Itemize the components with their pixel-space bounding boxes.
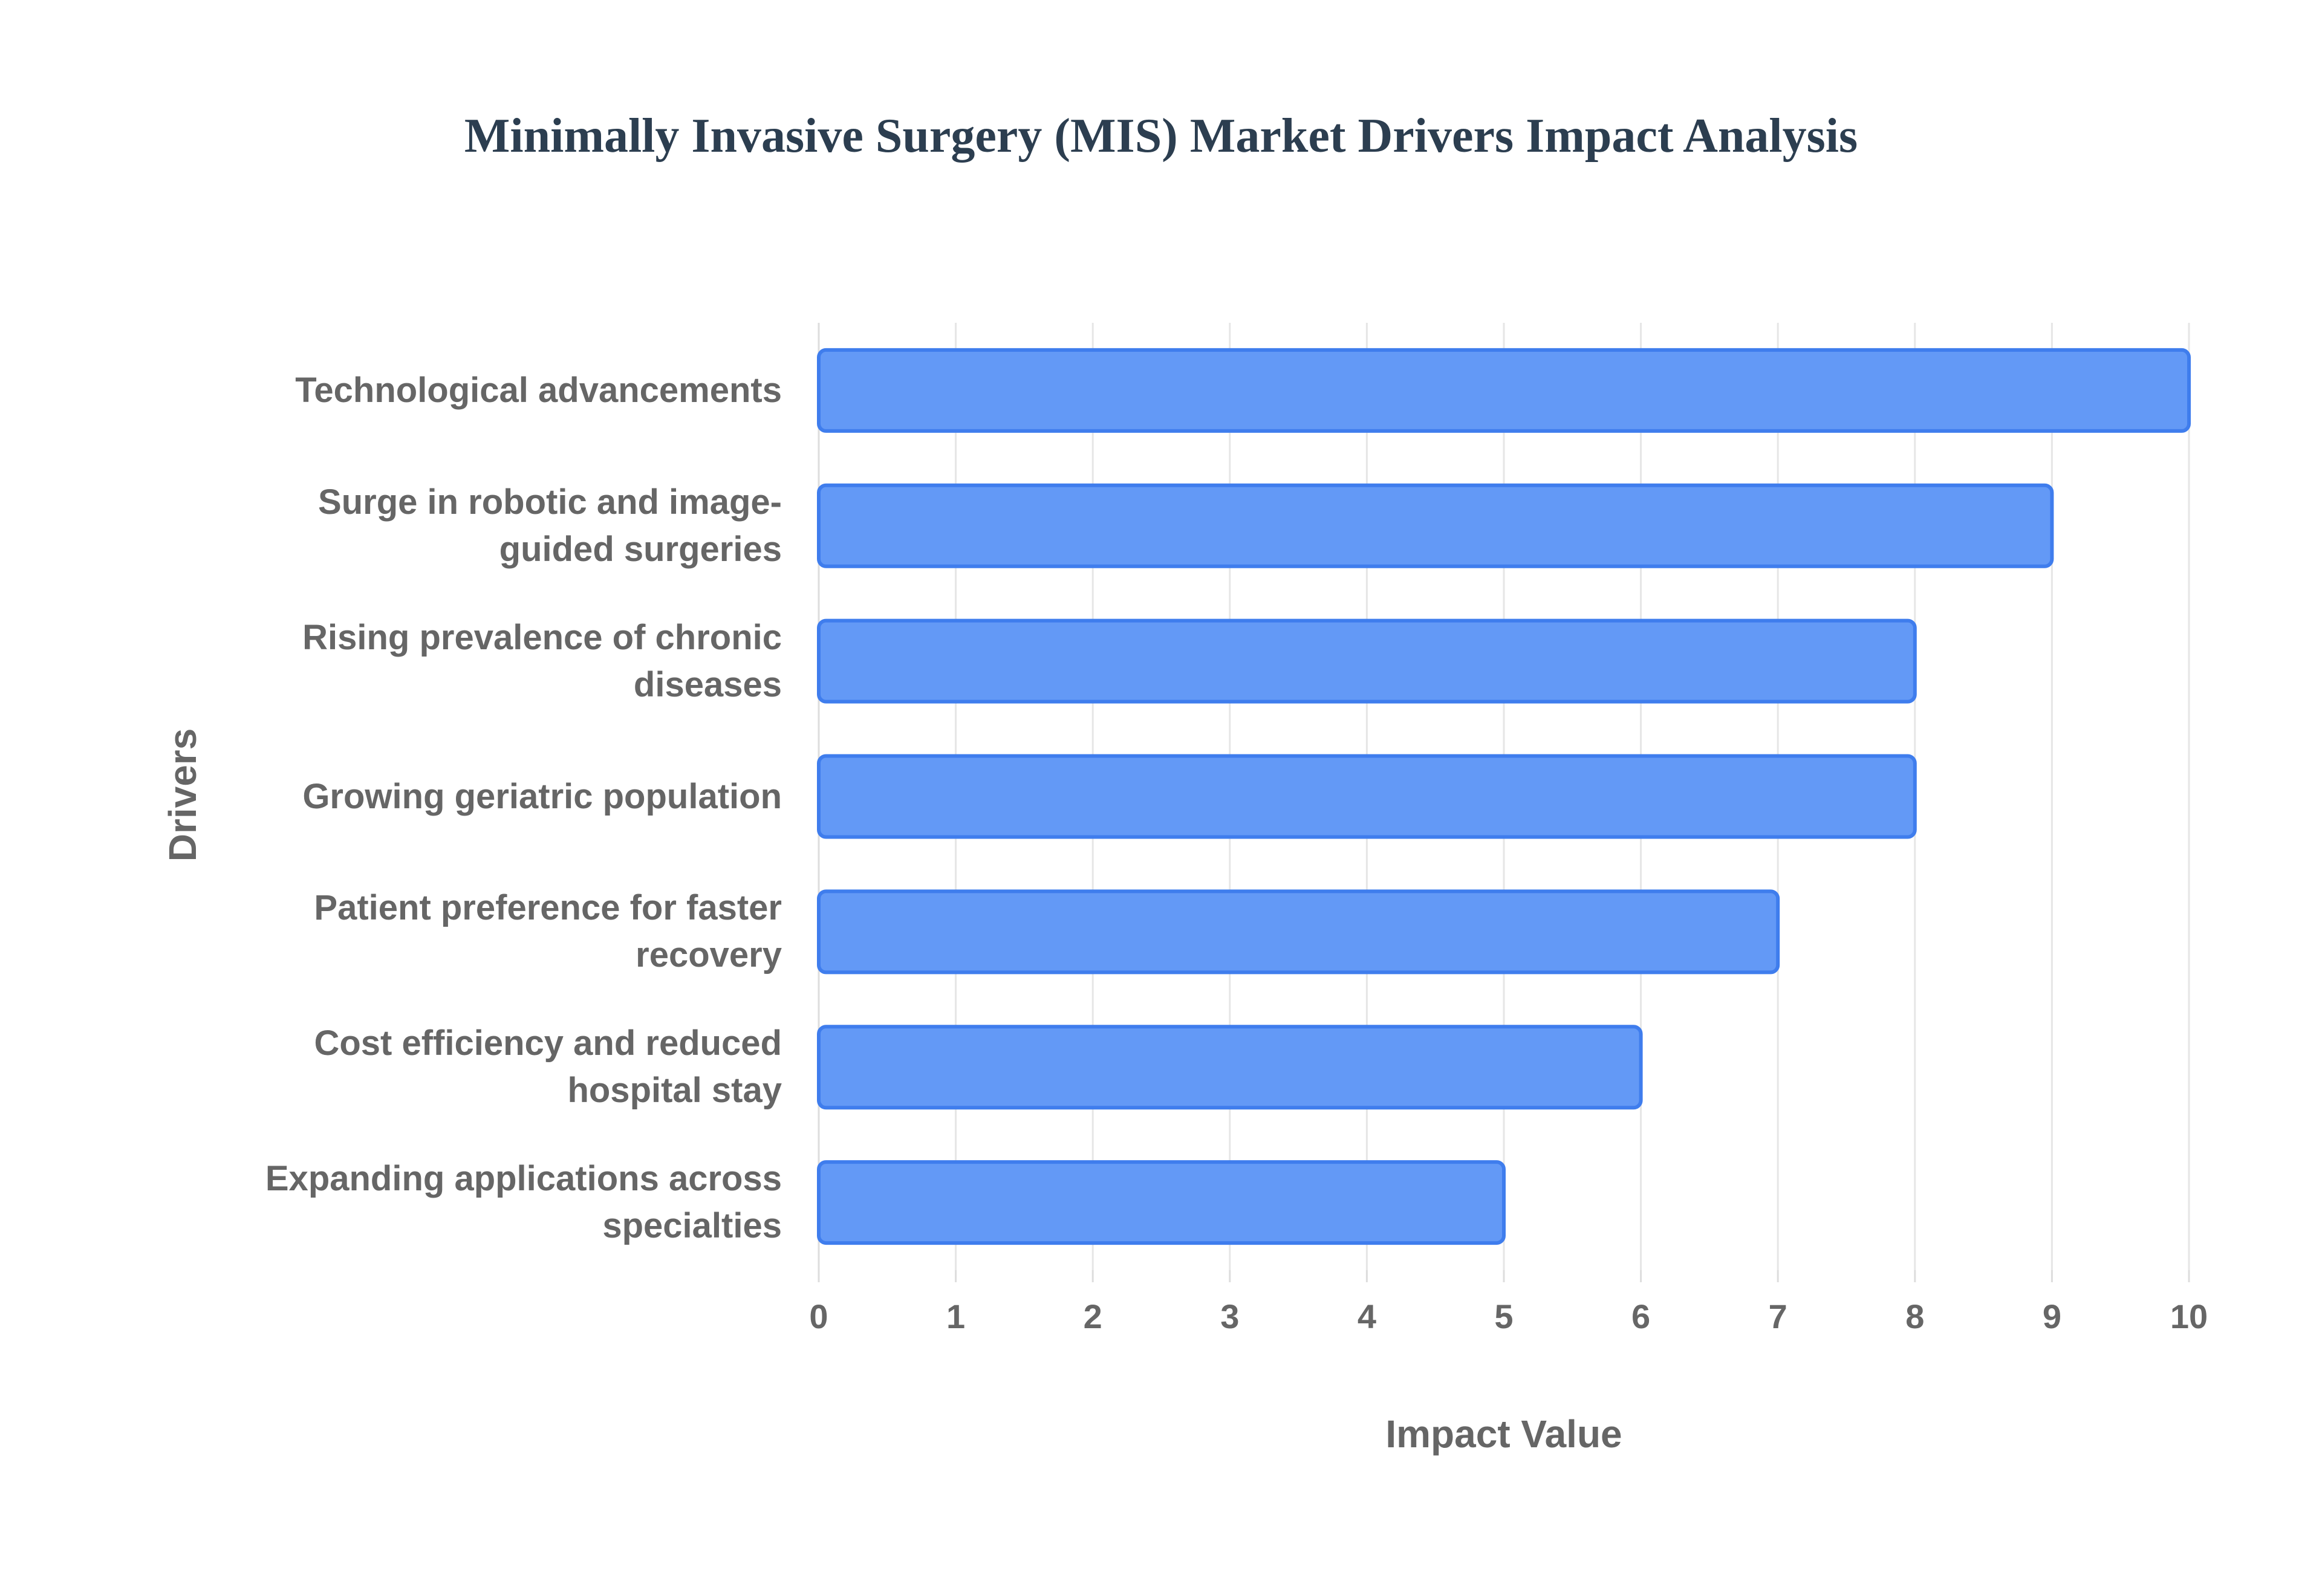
bar [817, 754, 1917, 839]
bar [817, 1160, 1506, 1245]
chart-title: Minimally Invasive Surgery (MIS) Market … [464, 109, 1858, 163]
x-tick-label: 8 [1905, 1297, 1924, 1335]
y-tick-label: Technological advancements [295, 370, 782, 410]
x-tick-label: 4 [1358, 1297, 1376, 1335]
x-tick-label: 5 [1494, 1297, 1513, 1335]
x-tick-label: 2 [1084, 1297, 1102, 1335]
x-tick-label: 3 [1220, 1297, 1239, 1335]
x-tick-label: 10 [2170, 1297, 2208, 1335]
x-tick-label: 9 [2043, 1297, 2061, 1335]
bar [817, 348, 2191, 433]
y-tick-label: Growing geriatric population [302, 776, 782, 816]
y-tick-label: Expanding applications across specialtie… [265, 1159, 782, 1246]
y-tick-label: Surge in robotic and image-guided surger… [318, 482, 782, 569]
bar [817, 618, 1917, 704]
x-axis-label: Impact Value [1385, 1412, 1622, 1456]
bar [817, 483, 2054, 568]
bar [817, 889, 1780, 975]
y-axis-label: Drivers [161, 728, 204, 862]
x-tick-label: 0 [809, 1297, 828, 1335]
y-tick-label: Rising prevalence of chronic diseases [302, 617, 782, 704]
bar [817, 1025, 1643, 1110]
x-tick-label: 1 [946, 1297, 965, 1335]
y-tick-label: Patient preference for faster recovery [314, 888, 782, 975]
x-tick-label: 7 [1769, 1297, 1787, 1335]
x-tick-label: 6 [1631, 1297, 1650, 1335]
y-tick-label: Cost efficiency and reduced hospital sta… [314, 1023, 782, 1111]
